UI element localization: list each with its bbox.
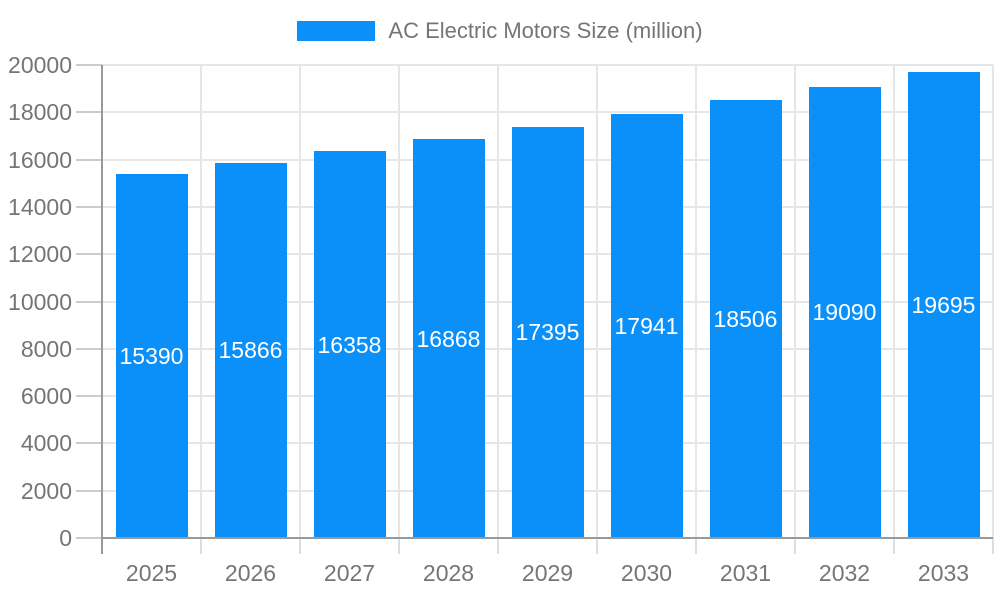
x-tick [497,538,499,554]
bar[interactable] [214,162,287,538]
chart-legend[interactable]: AC Electric Motors Size (million) [0,20,1000,42]
x-tick [893,538,895,554]
v-gridline [398,65,400,538]
y-tick [76,395,102,398]
legend-swatch[interactable] [297,21,376,41]
bar-value-label: 19090 [812,299,877,326]
x-tick-label: 2033 [917,560,970,586]
bar[interactable] [313,151,386,538]
y-tick-label: 0 [59,525,72,551]
y-tick [76,537,102,539]
x-tick-label: 2027 [323,560,376,586]
y-tick-label: 12000 [8,241,72,268]
bar[interactable] [115,174,188,538]
bar[interactable] [511,126,584,538]
bar-value-label: 16358 [317,331,382,358]
v-gridline [893,65,895,538]
x-tick-label: 2028 [422,560,475,586]
v-gridline [497,65,499,538]
bar[interactable] [907,72,980,538]
x-tick-label: 2032 [818,560,871,586]
y-tick [76,347,102,350]
y-tick [76,158,102,161]
bar-value-label: 18506 [713,306,778,333]
x-tick [992,538,994,554]
v-gridline [200,65,202,538]
bar-value-label: 19695 [911,292,976,319]
bar-value-label: 16868 [416,325,481,352]
x-tick-label: 2030 [620,560,673,586]
bar-value-label: 17395 [515,319,580,346]
x-axis-line [101,537,993,539]
legend-label[interactable]: AC Electric Motors Size (million) [388,18,703,43]
x-tick [398,538,400,554]
bar-value-label: 15866 [218,337,283,364]
y-tick-label: 20000 [8,52,72,78]
x-tick [200,538,202,554]
y-tick-label: 2000 [20,477,72,504]
y-tick [76,111,102,114]
y-tick-label: 18000 [8,99,72,126]
h-gridline [102,64,993,66]
v-gridline [794,65,796,538]
bar[interactable] [808,86,881,538]
y-tick [76,253,102,256]
bar-value-label: 15390 [119,343,184,369]
x-tick-label: 2029 [521,560,574,586]
x-tick-label: 2026 [224,560,277,586]
x-tick [299,538,301,554]
x-tick-label: 2031 [719,560,772,586]
v-gridline [992,65,994,538]
y-tick [76,442,102,445]
x-tick [695,538,697,554]
bar-value-label: 17941 [614,312,679,339]
v-gridline [695,65,697,538]
y-axis-line [101,65,103,554]
x-tick [596,538,598,554]
x-tick [794,538,796,554]
y-tick-label: 14000 [8,193,72,220]
y-tick-label: 8000 [20,335,72,362]
y-tick [76,300,102,303]
x-tick-label: 2025 [125,560,178,586]
v-gridline [596,65,598,538]
y-tick-label: 6000 [20,383,72,410]
y-tick-label: 4000 [20,430,72,457]
bar[interactable] [610,113,683,538]
y-tick-label: 16000 [8,146,72,173]
y-tick [76,489,102,492]
bar[interactable] [412,139,485,538]
y-tick-label: 10000 [8,288,72,315]
h-gridline [102,111,993,114]
y-tick [76,64,102,66]
v-gridline [299,65,301,538]
y-tick [76,205,102,208]
bar[interactable] [709,100,782,538]
